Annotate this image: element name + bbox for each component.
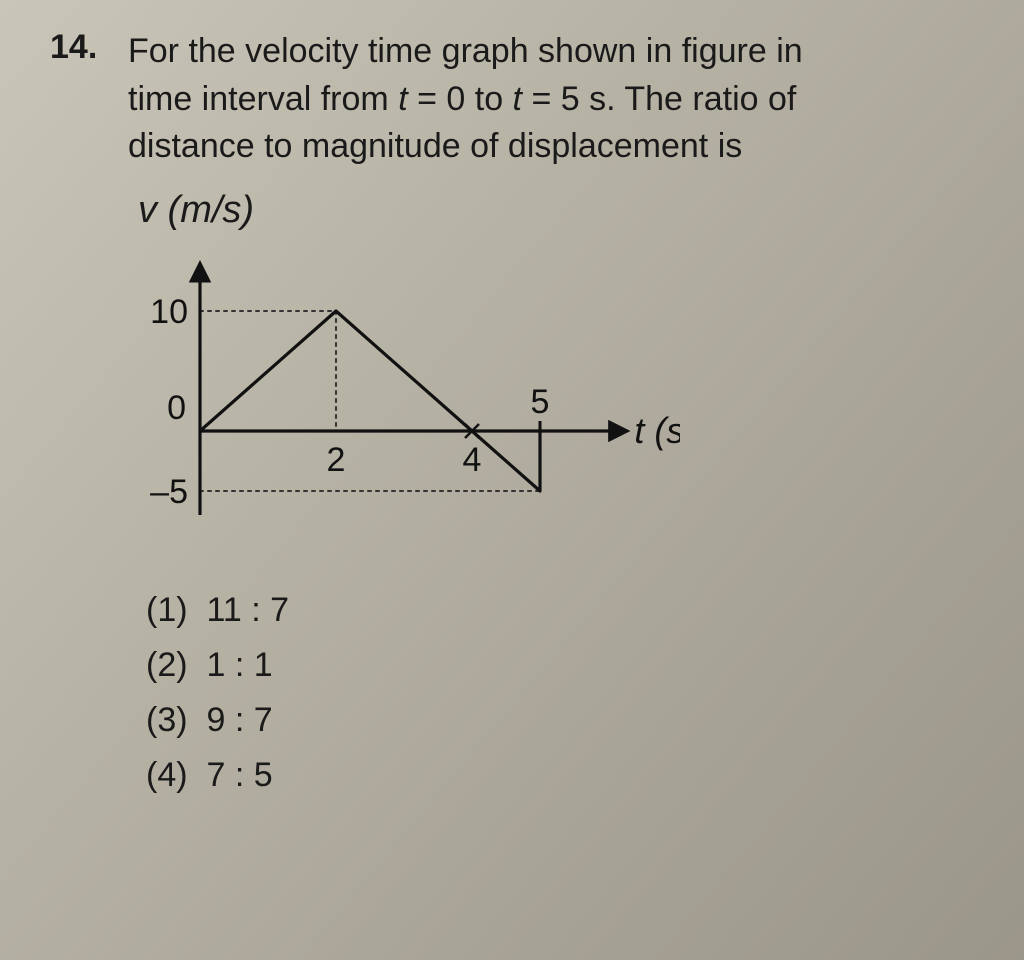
svg-text:4: 4 bbox=[463, 441, 482, 479]
question-number: 14. bbox=[50, 28, 110, 67]
svg-text:0: 0 bbox=[167, 389, 186, 427]
svg-text:2: 2 bbox=[327, 441, 346, 479]
option-1: (1) 11 : 7 bbox=[146, 583, 974, 638]
svg-text:5: 5 bbox=[531, 383, 550, 421]
option-4: (4) 7 : 5 bbox=[146, 748, 974, 803]
question-line1: For the velocity time graph shown in fig… bbox=[128, 32, 803, 70]
velocity-time-graph: 10 –5 0 2 4 5 t (s) bbox=[120, 226, 974, 571]
page: 14. For the velocity time graph shown in… bbox=[0, 0, 1024, 960]
svg-text:t (s): t (s) bbox=[634, 410, 680, 451]
question-line2-eq0: = 0 to bbox=[408, 80, 513, 118]
svg-text:–5: –5 bbox=[150, 473, 188, 511]
question-line2a: time interval from bbox=[128, 80, 398, 118]
option-3: (3) 9 : 7 bbox=[146, 693, 974, 748]
option-2: (2) 1 : 1 bbox=[146, 638, 974, 693]
question-line2-eq1: = 5 s. The ratio of bbox=[522, 80, 796, 118]
var-t0: t bbox=[398, 80, 407, 118]
answer-options: (1) 11 : 7 (2) 1 : 1 (3) 9 : 7 (4) 7 : 5 bbox=[146, 583, 974, 803]
graph-svg: 10 –5 0 2 4 5 t (s) bbox=[120, 226, 680, 566]
question-text: For the velocity time graph shown in fig… bbox=[128, 28, 803, 171]
question-block: 14. For the velocity time graph shown in… bbox=[50, 28, 974, 171]
svg-text:10: 10 bbox=[150, 293, 188, 331]
question-line3: distance to magnitude of displacement is bbox=[128, 127, 742, 165]
var-t1: t bbox=[513, 80, 522, 118]
